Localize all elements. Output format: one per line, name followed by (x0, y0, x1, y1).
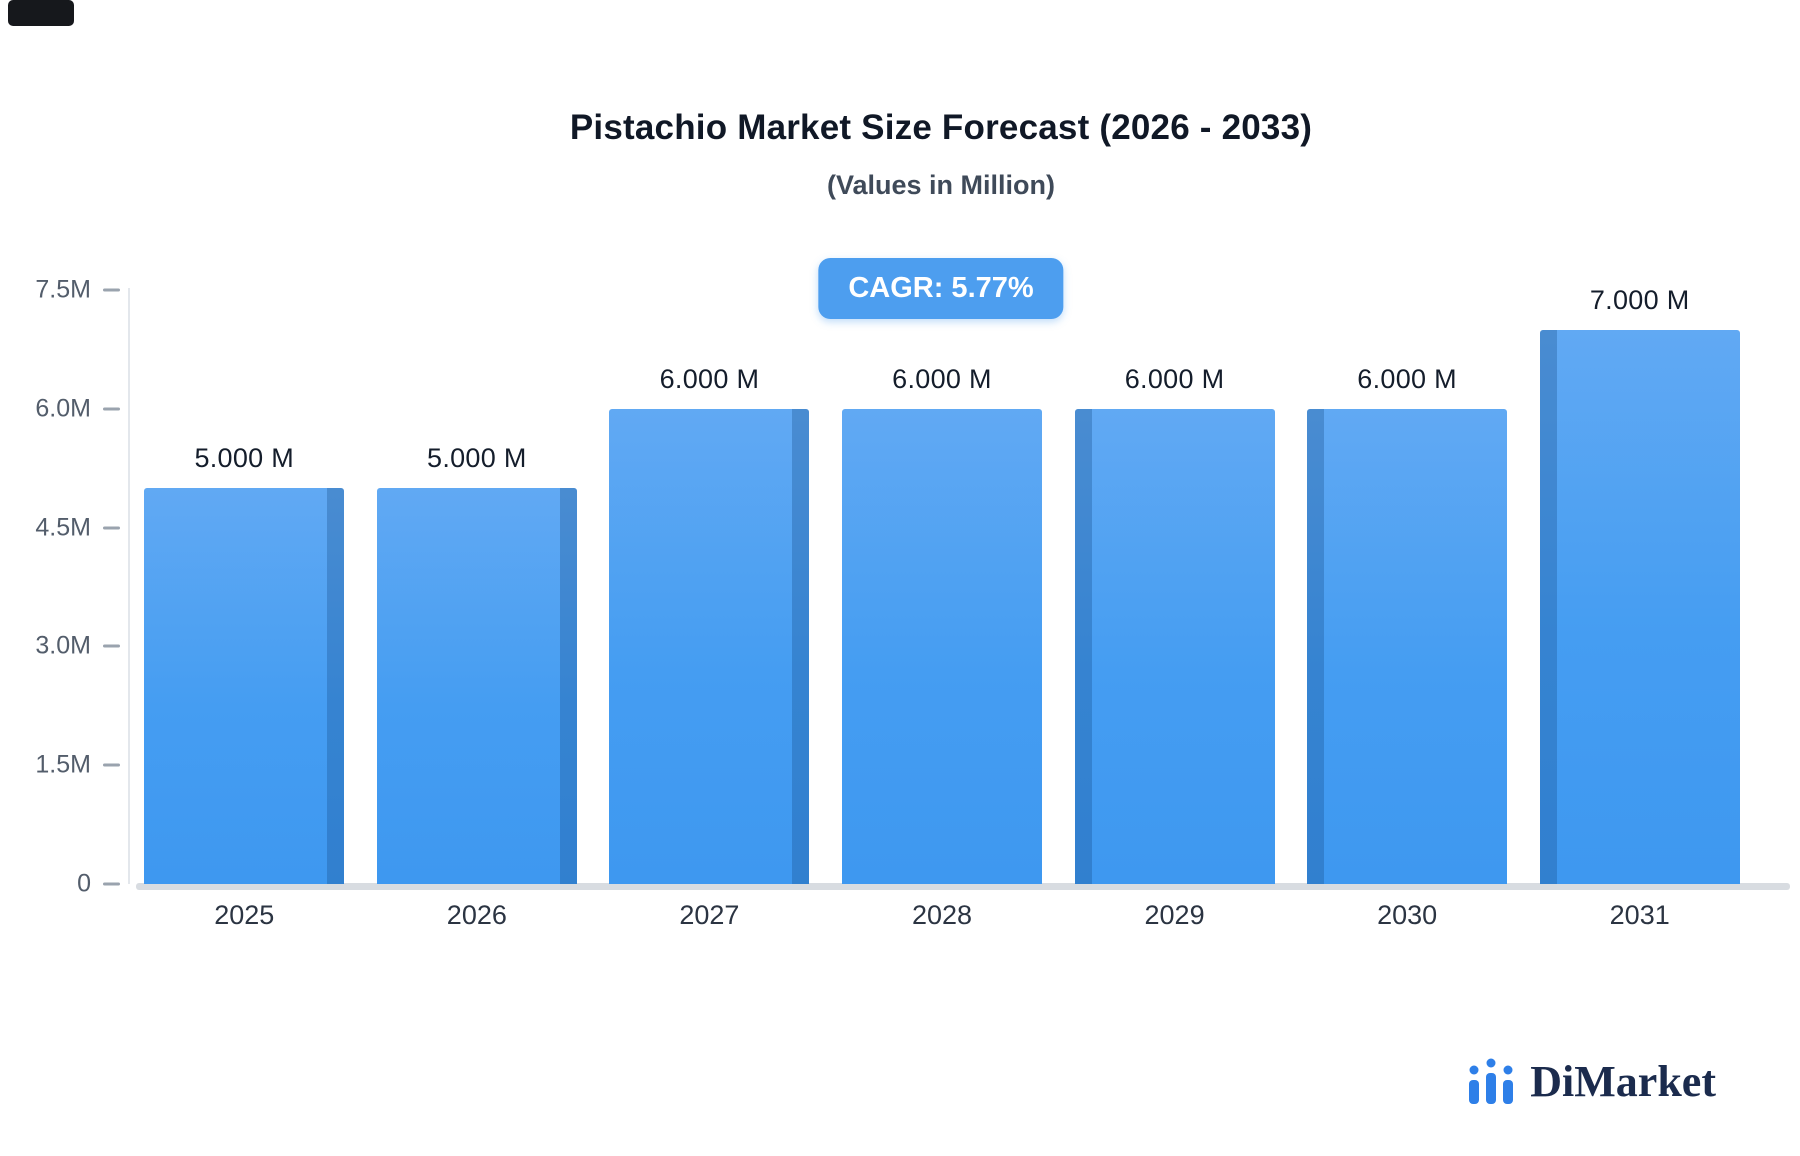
chart-header: Pistachio Market Size Forecast (2026 - 2… (0, 108, 1800, 201)
y-axis-tick: 4.5M (19, 513, 128, 542)
bar-value-label: 6.000 M (892, 363, 992, 394)
y-axis-tick-mark (103, 882, 120, 886)
bar-value-label: 7.000 M (1589, 284, 1690, 315)
bar-value-label: 6.000 M (1357, 363, 1457, 394)
bar-2028[interactable] (841, 408, 1042, 884)
y-axis-tick-label: 1.5M (35, 750, 91, 779)
bar-2025[interactable] (144, 488, 345, 884)
bar-column-2031: 7.000 M 2031 (1523, 285, 1756, 930)
x-axis-label: 2027 (679, 900, 740, 930)
bar-2029[interactable] (1074, 408, 1275, 884)
bar-shade (1074, 408, 1092, 884)
cagr-badge: CAGR: 5.77% (818, 258, 1064, 319)
x-axis-label: 2025 (214, 900, 275, 930)
x-axis-label: 2026 (446, 900, 507, 930)
x-axis-label: 2031 (1609, 900, 1670, 930)
bar-shade (327, 488, 345, 884)
bar-shade (792, 408, 810, 884)
plot-area: 0 1.5M 3.0M 4.5M 6.0M 7.5M 5.000 M 2025 5.000 M 2… (35, 276, 1790, 930)
bar-value-label: 6.000 M (1124, 363, 1225, 394)
y-axis-line (128, 288, 130, 884)
x-axis-baseline (136, 883, 1790, 890)
y-axis-tick-mark (103, 526, 120, 530)
bar-shade (559, 488, 577, 884)
y-axis-tick-mark (103, 407, 120, 411)
y-axis-tick: 6.0M (19, 394, 128, 423)
y-axis-tick-label: 3.0M (35, 631, 91, 660)
bar-column-2028: 6.000 M 2028 (826, 290, 1059, 930)
bar-column-2029: 6.000 M 2029 (1058, 290, 1291, 930)
bar-column-2025: 5.000 M 2025 (128, 290, 361, 930)
x-axis-label: 2029 (1144, 900, 1205, 930)
bar-column-2030: 6.000 M 2030 (1291, 290, 1524, 930)
corner-artifact (8, 0, 74, 26)
bar-column-2027: 6.000 M 2027 (593, 290, 826, 930)
bar-value-label: 5.000 M (194, 443, 295, 473)
y-axis-tick: 3.0M (19, 632, 128, 661)
chart-title: Pistachio Market Size Forecast (2026 - 2… (569, 108, 1313, 147)
bar-shade (1539, 329, 1557, 884)
y-axis-tick-mark (103, 288, 120, 292)
bar-chart-icon (1469, 1058, 1514, 1104)
y-axis-tick-label: 4.5M (35, 513, 91, 542)
bar-2031[interactable] (1539, 329, 1740, 884)
dimarket-logo[interactable]: DiMarket (1466, 1058, 1716, 1104)
y-axis-tick-label: 0 (77, 869, 91, 898)
bar-2026[interactable] (376, 488, 577, 884)
y-axis-tick: 0 (19, 870, 128, 899)
bar-2030[interactable] (1307, 408, 1508, 884)
y-axis-tick-mark (103, 644, 120, 648)
x-axis-label: 2030 (1377, 900, 1438, 930)
x-axis-label: 2028 (911, 900, 973, 930)
logo-text: DiMarket (1530, 1057, 1716, 1106)
bar-value-label: 6.000 M (659, 363, 760, 394)
bar-value-label: 5.000 M (427, 443, 527, 473)
chart-subtitle: (Values in Million) (826, 170, 1056, 200)
y-axis-tick-label: 6.0M (35, 394, 91, 423)
y-axis-tick-label: 7.5M (35, 275, 91, 304)
y-axis-tick: 7.5M (19, 276, 128, 305)
bar-column-2026: 5.000 M 2026 (361, 290, 594, 930)
y-axis-tick: 1.5M (19, 751, 128, 780)
bar-shade (1307, 408, 1325, 884)
y-axis-tick-mark (103, 763, 120, 767)
bar-2027[interactable] (609, 408, 810, 884)
